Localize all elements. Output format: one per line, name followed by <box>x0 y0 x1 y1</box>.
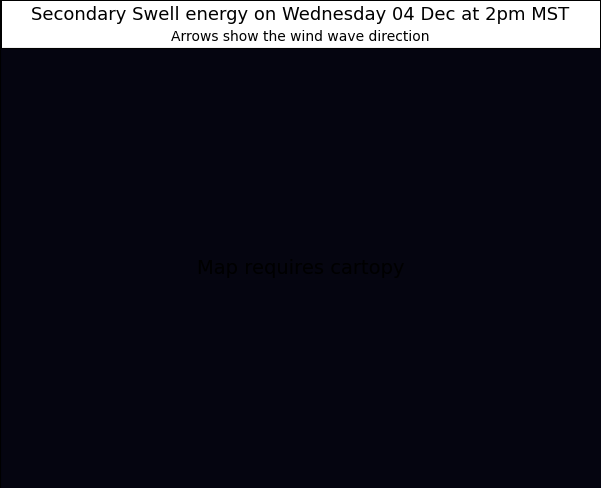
Text: Arrows show the wind wave direction: Arrows show the wind wave direction <box>171 30 430 43</box>
Text: Map requires cartopy: Map requires cartopy <box>197 259 404 278</box>
Text: Secondary Swell energy on Wednesday 04 Dec at 2pm MST: Secondary Swell energy on Wednesday 04 D… <box>31 6 570 23</box>
